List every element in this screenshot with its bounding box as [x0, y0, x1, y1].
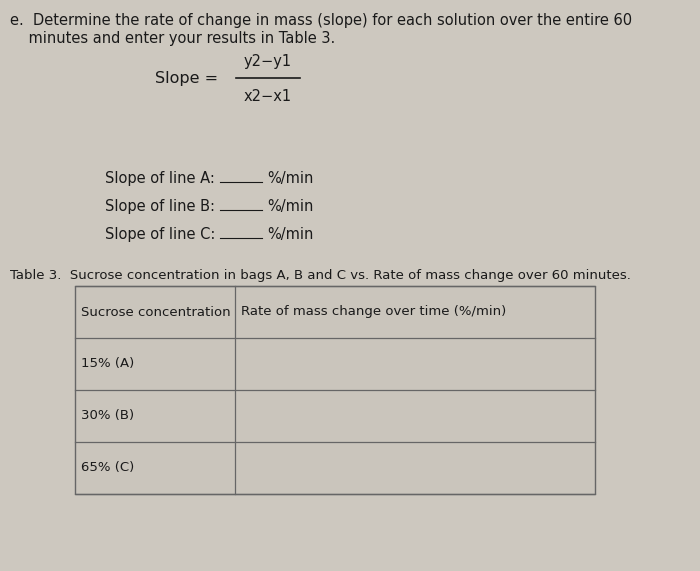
Text: 30% (B): 30% (B) — [81, 409, 134, 423]
Text: %/min: %/min — [267, 199, 314, 214]
Text: Rate of mass change over time (%/min): Rate of mass change over time (%/min) — [241, 305, 506, 319]
Text: y2−y1: y2−y1 — [244, 54, 292, 69]
Text: Slope of line B:: Slope of line B: — [105, 199, 215, 214]
Text: minutes and enter your results in Table 3.: minutes and enter your results in Table … — [10, 31, 335, 46]
Text: Slope of line A:: Slope of line A: — [105, 171, 215, 186]
Text: Slope of line C:: Slope of line C: — [105, 227, 216, 242]
Text: %/min: %/min — [267, 227, 314, 242]
Text: 65% (C): 65% (C) — [81, 461, 134, 475]
Text: x2−x1: x2−x1 — [244, 89, 292, 104]
Text: Table 3.  Sucrose concentration in bags A, B and C vs. Rate of mass change over : Table 3. Sucrose concentration in bags A… — [10, 269, 631, 282]
Polygon shape — [75, 286, 595, 494]
Text: e.  Determine the rate of change in mass (slope) for each solution over the enti: e. Determine the rate of change in mass … — [10, 13, 632, 28]
Text: Slope =: Slope = — [155, 70, 223, 86]
Text: %/min: %/min — [267, 171, 314, 186]
Text: Sucrose concentration: Sucrose concentration — [81, 305, 230, 319]
Text: 15% (A): 15% (A) — [81, 357, 134, 371]
